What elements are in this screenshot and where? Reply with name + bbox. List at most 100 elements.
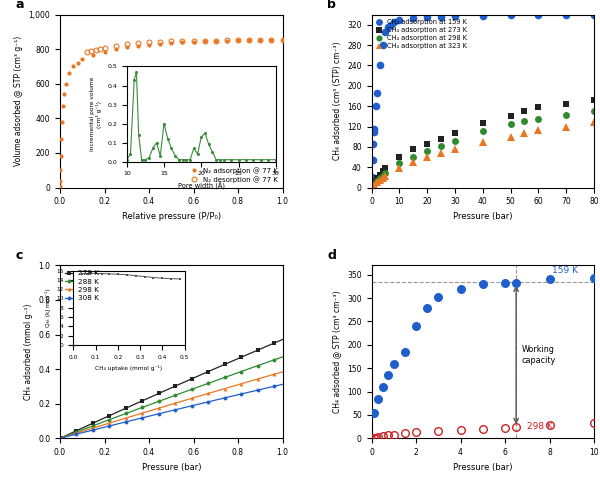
CH₄ adsorption at 298 K [368,185,376,190]
288 K [56,435,64,441]
N₂ desorption @ 77 K [123,41,130,47]
N₂ adsorption @ 77 K [58,119,65,125]
N₂ adsorption @ 77 K [65,71,73,76]
Line: N₂ adsorption @ 77 K: N₂ adsorption @ 77 K [58,37,284,188]
CH₄ adsorption at 159 K [379,42,386,48]
278 K [56,435,64,441]
CH₄ adsorption at 323 K [410,159,417,165]
Text: 159 K: 159 K [552,266,578,275]
N₂ desorption @ 77 K [167,38,175,44]
308 K [275,382,282,388]
288 K [275,356,282,361]
278 K [81,424,88,430]
288 K [98,420,105,426]
N₂ adsorption @ 77 K [74,60,82,66]
CH₄ adsorption at 298 K [382,170,389,176]
CH₄ adsorption at 273 K [382,165,389,171]
CH₄ adsorption at 298 K [535,116,542,122]
N₂ adsorption @ 77 K [58,136,65,142]
CH₄ adsorption at 159 K [372,103,379,109]
Line: 308 K: 308 K [58,382,284,440]
CH₄ adsorption at 298 K [371,181,378,187]
N₂ desorption @ 77 K [88,48,95,54]
Line: CH₄ adsorption at 323 K: CH₄ adsorption at 323 K [368,119,598,191]
CH₄ adsorption at 273 K [479,120,487,126]
Legend: 278 K, 288 K, 298 K, 308 K: 278 K, 288 K, 298 K, 308 K [64,269,100,302]
CH₄ adsorption at 273 K [535,104,542,110]
Y-axis label: Volume adsorbed @ STP (cm³ g⁻¹): Volume adsorbed @ STP (cm³ g⁻¹) [14,36,23,166]
298 K [139,410,146,416]
Line: 298 K: 298 K [58,370,284,440]
278 K [139,398,146,404]
N₂ adsorption @ 77 K [79,56,86,62]
N₂ adsorption @ 77 K [212,38,220,44]
CH₄ adsorption at 298 K [396,160,403,166]
308 K [81,429,88,435]
N₂ adsorption @ 77 K [61,91,68,97]
Y-axis label: CH₄ adsorbed (mmol g⁻¹): CH₄ adsorbed (mmol g⁻¹) [23,303,32,400]
N₂ adsorption @ 77 K [57,153,64,159]
N₂ desorption @ 77 K [97,46,104,52]
CH₄ adsorption at 298 K [376,175,383,181]
N₂ adsorption @ 77 K [223,37,230,43]
Text: 298 K: 298 K [527,422,553,431]
CH₄ adsorption at 159 K [373,91,380,96]
N₂ adsorption @ 77 K [62,81,69,87]
CH₄ adsorption at 323 K [376,177,383,183]
CH₄ adsorption at 298 K [563,112,570,118]
N₂ desorption @ 77 K [223,37,230,43]
CH₄ adsorption at 323 K [479,139,487,145]
CH₄ adsorption at 273 K [370,182,377,187]
298 K [56,435,64,441]
N₂ desorption @ 77 K [179,38,186,44]
CH₄ adsorption at 159 K [424,14,431,20]
N₂ desorption @ 77 K [83,49,91,55]
N₂ adsorption @ 77 K [101,49,108,55]
X-axis label: Relative pressure (P/P₀): Relative pressure (P/P₀) [122,212,221,221]
CH₄ adsorption at 159 K [396,17,403,22]
CH₄ adsorption at 323 K [424,154,431,160]
Text: d: d [327,249,336,262]
CH₄ adsorption at 159 K [382,30,389,36]
278 K [279,337,286,342]
CH₄ adsorption at 323 K [373,180,380,186]
Y-axis label: CH₄ adsorbed (cm³ (STP) cm⁻³): CH₄ adsorbed (cm³ (STP) cm⁻³) [333,42,342,160]
Legend: N₂ adsorption @ 77 K, N₂ desorption @ 77 K: N₂ adsorption @ 77 K, N₂ desorption @ 77… [189,166,279,184]
CH₄ adsorption at 323 K [368,185,376,190]
308 K [279,381,286,387]
CH₄ adsorption at 273 K [563,101,570,107]
CH₄ adsorption at 273 K [369,183,376,189]
CH₄ adsorption at 323 K [396,165,403,171]
N₂ adsorption @ 77 K [257,37,264,43]
CH₄ adsorption at 159 K [385,24,392,30]
308 K [139,415,146,421]
CH₄ adsorption at 323 K [563,124,570,130]
CH₄ adsorption at 323 K [451,147,458,152]
CH₄ adsorption at 273 K [373,175,380,181]
N₂ adsorption @ 77 K [201,38,208,44]
CH₄ adsorption at 323 K [437,150,445,156]
N₂ adsorption @ 77 K [145,42,152,48]
Line: CH₄ adsorption at 273 K: CH₄ adsorption at 273 K [368,96,598,190]
Y-axis label: CH₄ adsorbed @ STP (cm³ cm⁻³): CH₄ adsorbed @ STP (cm³ cm⁻³) [332,291,341,413]
N₂ adsorption @ 77 K [157,41,164,47]
N₂ adsorption @ 77 K [59,103,66,109]
CH₄ adsorption at 273 K [521,108,528,114]
CH₄ adsorption at 298 K [437,143,445,149]
CH₄ adsorption at 323 K [590,119,598,125]
CH₄ adsorption at 323 K [535,127,542,133]
CH₄ adsorption at 323 K [507,134,514,140]
CH₄ adsorption at 298 K [479,128,487,133]
278 K [275,338,282,344]
N₂ desorption @ 77 K [279,37,286,42]
N₂ desorption @ 77 K [201,38,208,44]
N₂ adsorption @ 77 K [268,37,275,42]
N₂ adsorption @ 77 K [112,46,119,52]
278 K [98,416,105,422]
CH₄ adsorption at 273 K [437,136,445,142]
CH₄ adsorption at 323 K [382,173,389,179]
CH₄ adsorption at 273 K [379,169,386,174]
CH₄ adsorption at 159 K [368,182,376,188]
CH₄ adsorption at 273 K [451,130,458,136]
N₂ adsorption @ 77 K [235,37,242,43]
